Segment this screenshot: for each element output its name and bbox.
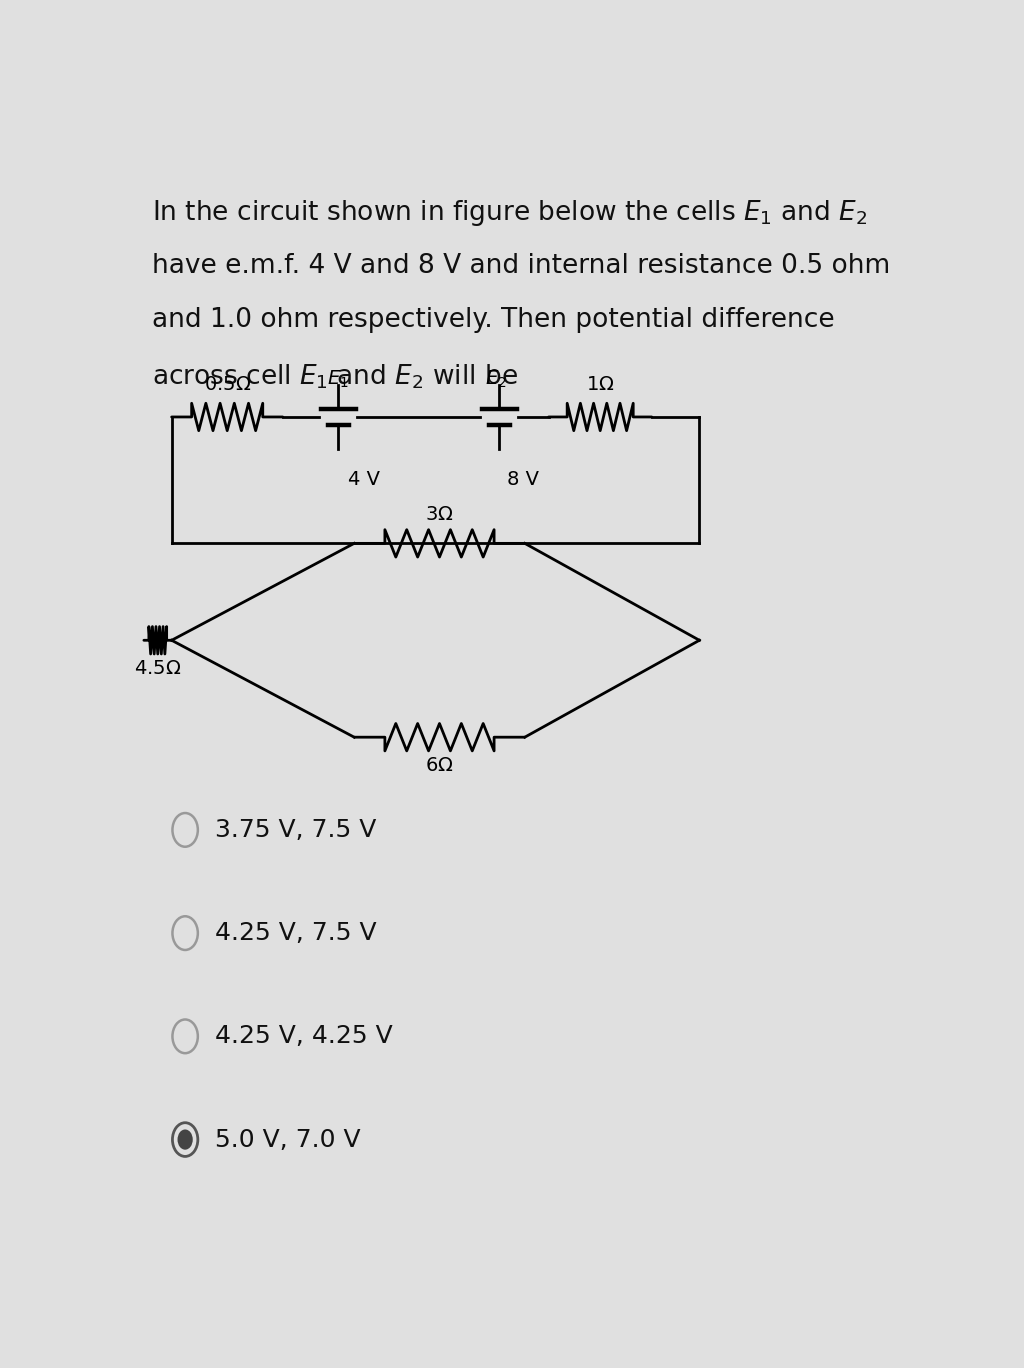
Text: 4 V: 4 V (348, 469, 380, 488)
Text: and 1.0 ohm respectively. Then potential difference: and 1.0 ohm respectively. Then potential… (152, 308, 835, 334)
Text: across cell $E_1$ and $E_2$ will be: across cell $E_1$ and $E_2$ will be (152, 363, 518, 391)
Text: 5.0 V, 7.0 V: 5.0 V, 7.0 V (215, 1127, 360, 1152)
Text: 6$\Omega$: 6$\Omega$ (425, 757, 454, 776)
Text: 0.5$\Omega$: 0.5$\Omega$ (204, 375, 251, 394)
Text: 8 V: 8 V (507, 469, 540, 488)
Text: 4.5$\Omega$: 4.5$\Omega$ (134, 659, 181, 679)
Text: In the circuit shown in figure below the cells $E_1$ and $E_2$: In the circuit shown in figure below the… (152, 198, 867, 228)
Text: have e.m.f. 4 V and 8 V and internal resistance 0.5 ohm: have e.m.f. 4 V and 8 V and internal res… (152, 253, 890, 279)
Circle shape (177, 1130, 193, 1149)
Text: 4.25 V, 7.5 V: 4.25 V, 7.5 V (215, 921, 377, 945)
Text: 4.25 V, 4.25 V: 4.25 V, 4.25 V (215, 1025, 393, 1048)
Text: 3$\Omega$: 3$\Omega$ (425, 505, 454, 524)
Text: $E_1$: $E_1$ (328, 368, 349, 390)
Text: 1$\Omega$: 1$\Omega$ (586, 375, 614, 394)
Text: 3.75 V, 7.5 V: 3.75 V, 7.5 V (215, 818, 377, 841)
Text: $E_2$: $E_2$ (484, 368, 506, 390)
